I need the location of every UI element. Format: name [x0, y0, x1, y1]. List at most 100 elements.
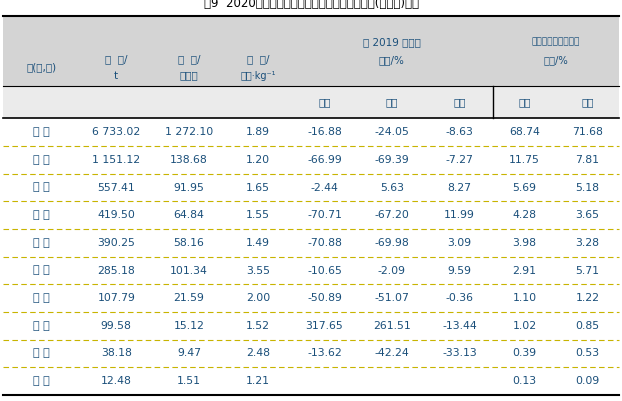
Text: 价  格/: 价 格/ [247, 54, 269, 64]
Text: -67.20: -67.20 [374, 210, 409, 220]
Text: -16.88: -16.88 [307, 127, 342, 137]
Text: 390.25: 390.25 [97, 238, 135, 248]
Text: 1 272.10: 1 272.10 [165, 127, 213, 137]
Bar [3, 16, 619, 86]
Text: 2.91: 2.91 [513, 265, 537, 275]
Text: -24.05: -24.05 [374, 127, 409, 137]
Text: -42.24: -42.24 [374, 348, 409, 358]
Text: 38.18: 38.18 [101, 348, 132, 358]
Text: 64.84: 64.84 [174, 210, 205, 220]
Text: -51.07: -51.07 [374, 293, 409, 303]
Text: 0.85: 0.85 [575, 321, 600, 331]
Text: 9.47: 9.47 [177, 348, 201, 358]
Text: 1.52: 1.52 [246, 321, 270, 331]
Text: 317.65: 317.65 [305, 321, 343, 331]
Text: t: t [114, 71, 118, 81]
Text: -69.98: -69.98 [374, 238, 409, 248]
Text: 5.63: 5.63 [380, 182, 404, 192]
Text: 12.48: 12.48 [101, 376, 132, 386]
Text: 3.55: 3.55 [246, 265, 270, 275]
Text: 价格: 价格 [453, 97, 466, 107]
Text: 数量: 数量 [318, 97, 331, 107]
Text: 同 2019 年相比: 同 2019 年相比 [363, 37, 421, 47]
Text: 云 南: 云 南 [33, 376, 50, 386]
Text: 1 151.12: 1 151.12 [92, 155, 141, 165]
Text: 8.27: 8.27 [447, 182, 471, 192]
Text: 表9  2020年中国进口西番莲汁进口注册地所在省(区、市)分布: 表9 2020年中国进口西番莲汁进口注册地所在省(区、市)分布 [203, 0, 419, 10]
Text: 1.10: 1.10 [513, 293, 537, 303]
Text: 1.65: 1.65 [246, 182, 270, 192]
Text: 数量: 数量 [518, 97, 531, 107]
Text: 101.34: 101.34 [170, 265, 208, 275]
Text: 江 苏: 江 苏 [33, 182, 50, 192]
Text: -33.13: -33.13 [442, 348, 476, 358]
Text: 1.51: 1.51 [177, 376, 201, 386]
Text: 占全国进口西番莲汁: 占全国进口西番莲汁 [532, 37, 580, 47]
Text: 5.71: 5.71 [575, 265, 600, 275]
Text: 3.98: 3.98 [513, 238, 537, 248]
Text: -7.27: -7.27 [445, 155, 473, 165]
Text: 1.49: 1.49 [246, 238, 270, 248]
Text: 557.41: 557.41 [98, 182, 135, 192]
Text: 美元·kg⁻¹: 美元·kg⁻¹ [240, 71, 276, 81]
Text: 0.09: 0.09 [575, 376, 600, 386]
Text: 辽 宁: 辽 宁 [33, 238, 50, 248]
Text: 万美元: 万美元 [180, 71, 198, 81]
Text: 广 东: 广 东 [33, 155, 50, 165]
Text: 261.51: 261.51 [373, 321, 411, 331]
Text: 107.79: 107.79 [97, 293, 135, 303]
Text: 3.28: 3.28 [575, 238, 600, 248]
Text: 5.18: 5.18 [575, 182, 600, 192]
Text: 11.75: 11.75 [509, 155, 540, 165]
Text: 71.68: 71.68 [572, 127, 603, 137]
Text: -13.44: -13.44 [442, 321, 476, 331]
Text: -50.89: -50.89 [307, 293, 342, 303]
Text: 0.13: 0.13 [513, 376, 537, 386]
Text: 3.09: 3.09 [447, 238, 471, 248]
Text: 1.55: 1.55 [246, 210, 270, 220]
Text: -0.36: -0.36 [445, 293, 473, 303]
Text: 省(区,市): 省(区,市) [26, 62, 57, 72]
Text: 285.18: 285.18 [98, 265, 135, 275]
Text: 天 津: 天 津 [33, 348, 50, 358]
Text: -13.62: -13.62 [307, 348, 342, 358]
Text: 增减/%: 增减/% [379, 55, 405, 65]
Text: -69.39: -69.39 [374, 155, 409, 165]
Text: -70.88: -70.88 [307, 238, 342, 248]
Text: 99.58: 99.58 [101, 321, 132, 331]
Text: 1.21: 1.21 [246, 376, 270, 386]
Bar [3, 86, 619, 118]
Text: 浙 江: 浙 江 [33, 321, 50, 331]
Text: 4.28: 4.28 [513, 210, 537, 220]
Text: 7.81: 7.81 [575, 155, 600, 165]
Text: -2.44: -2.44 [310, 182, 338, 192]
Text: 上 海: 上 海 [33, 127, 50, 137]
Text: 21.59: 21.59 [174, 293, 205, 303]
Text: 58.16: 58.16 [174, 238, 205, 248]
Text: 68.74: 68.74 [509, 127, 540, 137]
Text: 419.50: 419.50 [97, 210, 135, 220]
Text: 91.95: 91.95 [174, 182, 205, 192]
Text: -10.65: -10.65 [307, 265, 342, 275]
Text: 2.00: 2.00 [246, 293, 270, 303]
Text: 6 733.02: 6 733.02 [92, 127, 141, 137]
Text: -2.09: -2.09 [378, 265, 406, 275]
Text: 1.02: 1.02 [513, 321, 537, 331]
Text: 北 京: 北 京 [33, 293, 50, 303]
Text: 5.69: 5.69 [513, 182, 537, 192]
Text: 金额: 金额 [581, 97, 594, 107]
Text: 福 建: 福 建 [33, 210, 50, 220]
Text: 数  量/: 数 量/ [105, 54, 128, 64]
Text: 0.39: 0.39 [513, 348, 537, 358]
Text: 金额: 金额 [386, 97, 398, 107]
Text: -8.63: -8.63 [445, 127, 473, 137]
Text: 0.53: 0.53 [575, 348, 600, 358]
Text: 3.65: 3.65 [575, 210, 600, 220]
Text: 2.48: 2.48 [246, 348, 270, 358]
Text: 138.68: 138.68 [170, 155, 208, 165]
Text: -66.99: -66.99 [307, 155, 342, 165]
Text: 11.99: 11.99 [444, 210, 475, 220]
Text: 9.59: 9.59 [447, 265, 471, 275]
Text: 1.20: 1.20 [246, 155, 270, 165]
Text: 比重/%: 比重/% [544, 55, 569, 65]
